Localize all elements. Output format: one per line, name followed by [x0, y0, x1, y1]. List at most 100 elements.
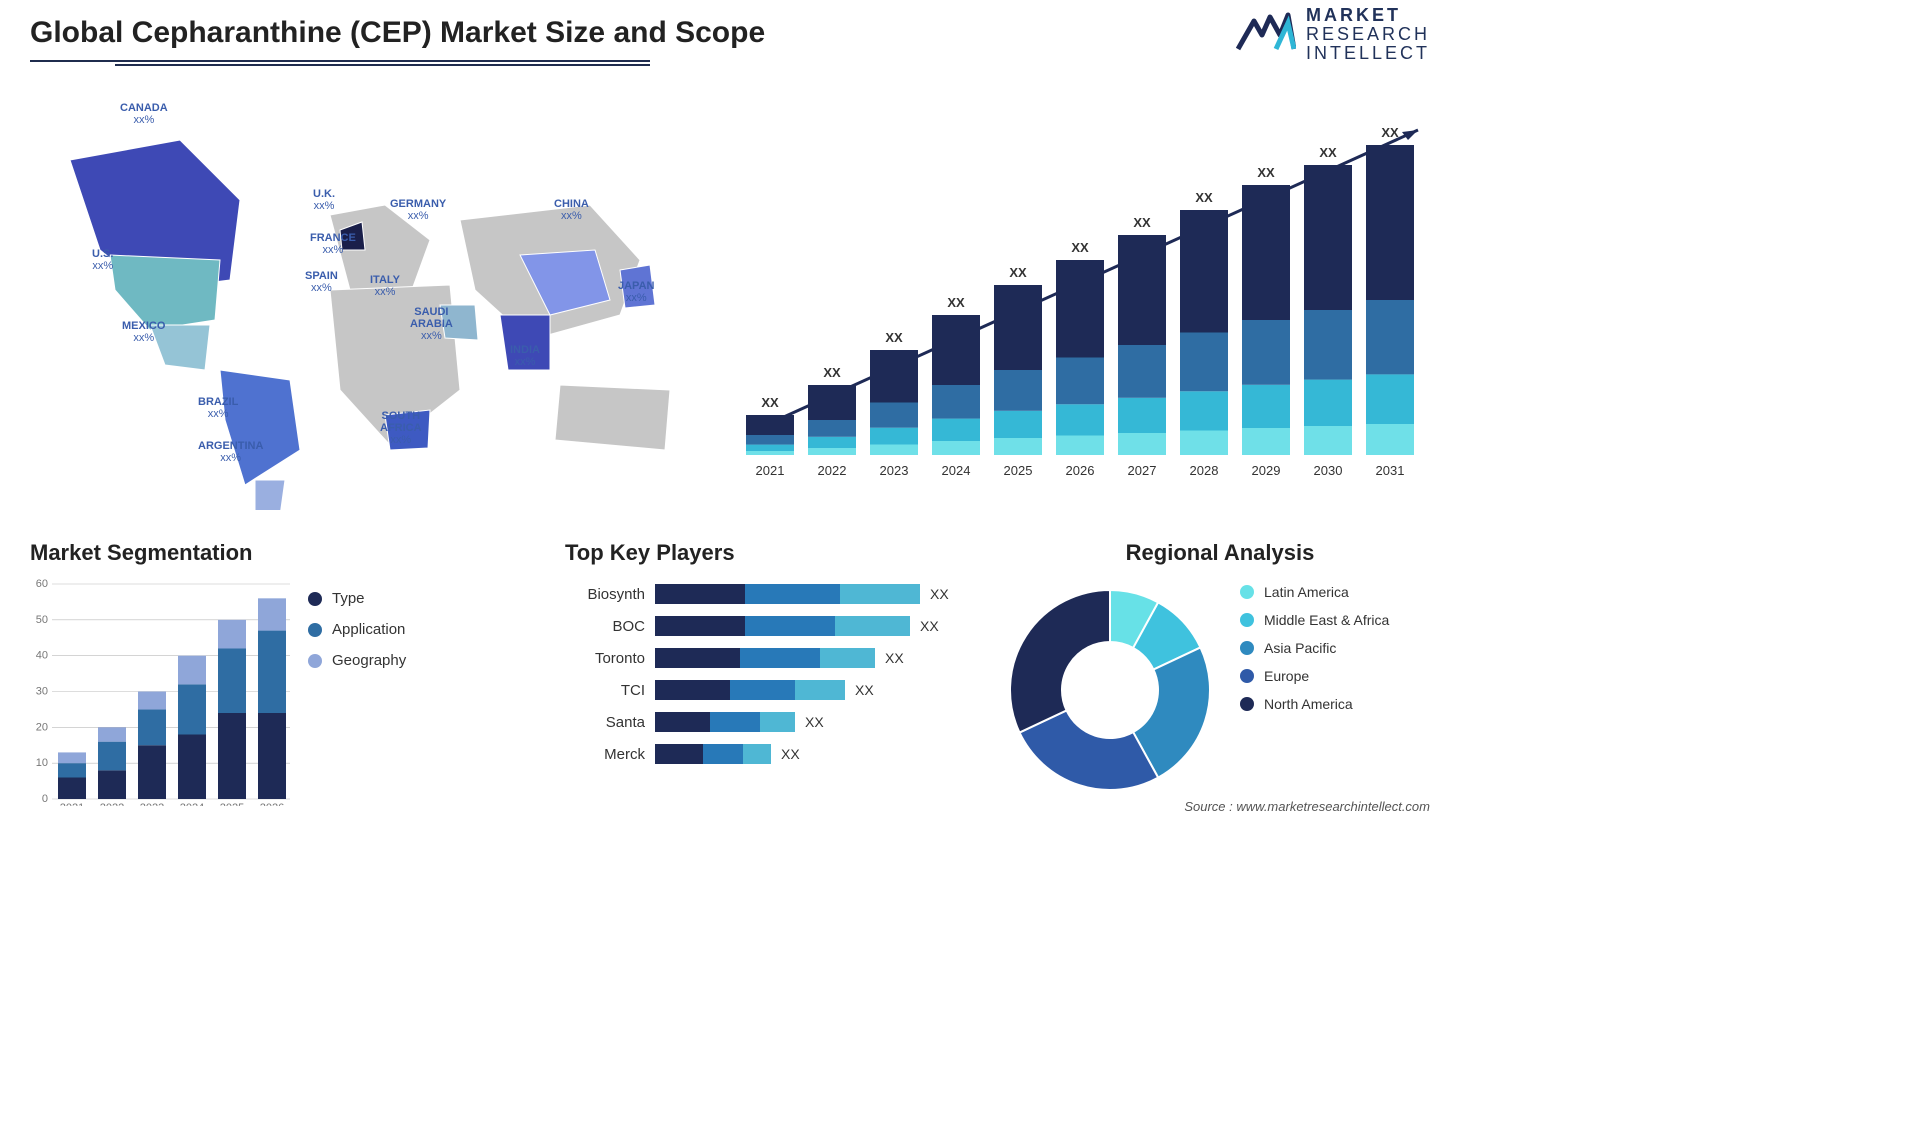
- legend-swatch: [1240, 669, 1254, 683]
- svg-text:2021: 2021: [60, 802, 84, 806]
- key-player-segment: [655, 584, 745, 604]
- key-player-row: Santa XX: [565, 710, 975, 734]
- svg-text:2024: 2024: [942, 463, 971, 478]
- key-player-segment: [655, 744, 703, 764]
- svg-text:XX: XX: [1257, 165, 1275, 180]
- regional-legend: Latin America Middle East & Africa Asia Pa…: [1240, 584, 1389, 724]
- svg-text:2026: 2026: [260, 802, 284, 806]
- legend-label: Application: [332, 621, 405, 638]
- key-player-segment: [655, 712, 710, 732]
- svg-text:40: 40: [36, 650, 48, 662]
- map-label-u-k-: U.K.xx%: [313, 188, 335, 212]
- key-player-bar: [655, 680, 845, 700]
- legend-label: Asia Pacific: [1264, 640, 1336, 656]
- regional-legend-item: Europe: [1240, 668, 1389, 684]
- legend-swatch: [1240, 697, 1254, 711]
- key-player-value: XX: [930, 586, 949, 602]
- map-label-mexico: MEXICOxx%: [122, 320, 165, 344]
- legend-swatch: [308, 592, 322, 606]
- decor-line: [30, 60, 650, 62]
- map-label-saudi-arabia: SAUDIARABIAxx%: [410, 306, 453, 342]
- legend-label: North America: [1264, 696, 1353, 712]
- key-player-segment: [703, 744, 743, 764]
- key-player-label: TCI: [565, 682, 655, 699]
- legend-label: Latin America: [1264, 584, 1349, 600]
- map-label-argentina: ARGENTINAxx%: [198, 440, 263, 464]
- svg-text:XX: XX: [761, 395, 779, 410]
- brand-logo: MARKET RESEARCH INTELLECT: [1236, 6, 1430, 63]
- key-player-segment: [730, 680, 795, 700]
- svg-text:2022: 2022: [100, 802, 124, 806]
- map-label-japan: JAPANxx%: [618, 280, 654, 304]
- svg-text:2030: 2030: [1314, 463, 1343, 478]
- svg-text:60: 60: [36, 578, 48, 590]
- key-player-segment: [655, 648, 740, 668]
- svg-text:XX: XX: [1133, 215, 1151, 230]
- world-map-panel: CANADAxx%U.S.xx%MEXICOxx%BRAZILxx%ARGENT…: [30, 90, 700, 510]
- key-player-value: XX: [920, 618, 939, 634]
- svg-text:2026: 2026: [1066, 463, 1095, 478]
- logo-row3: INTELLECT: [1306, 44, 1430, 63]
- legend-swatch: [1240, 585, 1254, 599]
- svg-text:2028: 2028: [1190, 463, 1219, 478]
- map-label-france: FRANCExx%: [310, 232, 356, 256]
- logo-row1: MARKET: [1306, 6, 1430, 25]
- regional-title: Regional Analysis: [1000, 540, 1440, 566]
- svg-text:2031: 2031: [1376, 463, 1405, 478]
- svg-text:2025: 2025: [220, 802, 244, 806]
- segmentation-legend-item: Geography: [308, 652, 406, 669]
- key-players-title: Top Key Players: [565, 540, 975, 566]
- svg-text:XX: XX: [823, 365, 841, 380]
- key-player-row: TCIXX: [565, 678, 975, 702]
- svg-text:2029: 2029: [1252, 463, 1281, 478]
- key-player-bar: [655, 648, 875, 668]
- segmentation-legend: Type Application Geography: [308, 590, 406, 683]
- svg-text:XX: XX: [1071, 240, 1089, 255]
- map-label-u-s-: U.S.xx%: [92, 248, 113, 272]
- key-player-segment: [710, 712, 760, 732]
- legend-label: Europe: [1264, 668, 1309, 684]
- svg-text:XX: XX: [947, 295, 965, 310]
- map-label-south-africa: SOUTHAFRICAxx%: [380, 410, 422, 446]
- world-map: [30, 90, 700, 510]
- svg-text:2023: 2023: [880, 463, 909, 478]
- svg-text:50: 50: [36, 614, 48, 626]
- key-player-segment: [745, 584, 840, 604]
- key-player-segment: [655, 616, 745, 636]
- key-player-label: BOC: [565, 618, 655, 635]
- key-player-segment: [743, 744, 771, 764]
- key-player-segment: [760, 712, 795, 732]
- key-player-row: TorontoXX: [565, 646, 975, 670]
- map-label-germany: GERMANYxx%: [390, 198, 446, 222]
- svg-text:XX: XX: [1009, 265, 1027, 280]
- key-player-row: MerckXX: [565, 742, 975, 766]
- map-label-china: CHINAxx%: [554, 198, 589, 222]
- segmentation-legend-item: Type: [308, 590, 406, 607]
- legend-label: Type: [332, 590, 365, 607]
- key-player-value: XX: [805, 714, 824, 730]
- decor-line: [115, 64, 650, 66]
- segmentation-chart: 0102030405060202120222023202420252026: [30, 578, 290, 806]
- svg-text:20: 20: [36, 721, 48, 733]
- key-player-bar: [655, 584, 920, 604]
- segmentation-title: Market Segmentation: [30, 540, 450, 566]
- legend-label: Geography: [332, 652, 406, 669]
- regional-legend-item: Middle East & Africa: [1240, 612, 1389, 628]
- map-label-india: INDIAxx%: [510, 344, 540, 368]
- legend-swatch: [1240, 641, 1254, 655]
- regional-analysis-panel: Regional Analysis Latin AmericaMiddle Ea…: [1000, 540, 1440, 566]
- key-player-label: Santa: [565, 714, 655, 731]
- market-size-chart: XX2021XX2022XX2023XX2024XX2025XX2026XX20…: [740, 100, 1430, 500]
- svg-text:XX: XX: [885, 330, 903, 345]
- svg-text:2024: 2024: [180, 802, 204, 806]
- segmentation-legend-item: Application: [308, 621, 406, 638]
- regional-legend-item: Latin America: [1240, 584, 1389, 600]
- svg-text:0: 0: [42, 793, 48, 805]
- key-player-bar: [655, 744, 771, 764]
- svg-text:XX: XX: [1381, 125, 1399, 140]
- svg-text:2025: 2025: [1004, 463, 1033, 478]
- svg-text:2027: 2027: [1128, 463, 1157, 478]
- svg-text:2021: 2021: [756, 463, 785, 478]
- key-player-row: BiosynthXX: [565, 582, 975, 606]
- key-player-label: Merck: [565, 746, 655, 763]
